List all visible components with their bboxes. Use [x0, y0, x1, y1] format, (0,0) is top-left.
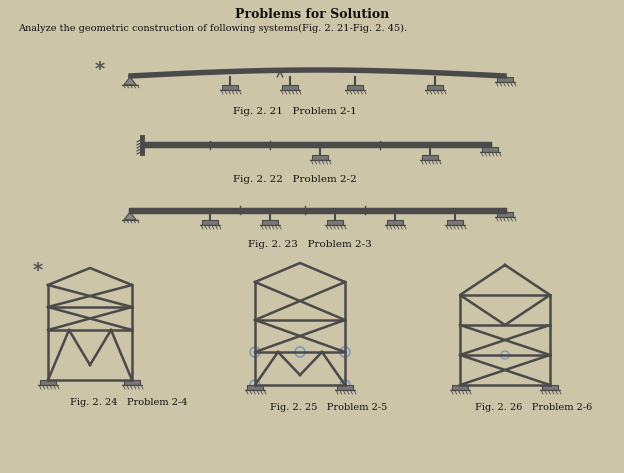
Bar [40, 380, 56, 385]
Bar [222, 85, 238, 90]
Bar [327, 220, 343, 225]
Bar [312, 155, 328, 160]
Text: Problems for Solution: Problems for Solution [235, 8, 389, 21]
Bar [347, 85, 363, 90]
Bar [262, 220, 278, 225]
Polygon shape [124, 212, 136, 220]
Bar [387, 220, 403, 225]
Text: Analyze the geometric construction of following systems(Fig. 2. 21-Fig. 2. 45).: Analyze the geometric construction of fo… [18, 24, 407, 33]
Bar [427, 85, 443, 90]
Bar [497, 212, 513, 217]
Bar [497, 77, 513, 82]
Bar [282, 85, 298, 90]
Text: Fig. 2. 26   Problem 2-6: Fig. 2. 26 Problem 2-6 [475, 403, 592, 412]
Bar [422, 155, 438, 160]
Bar [447, 220, 463, 225]
Text: Fig. 2. 23   Problem 2-3: Fig. 2. 23 Problem 2-3 [248, 240, 372, 249]
Bar [202, 220, 218, 225]
Bar [452, 385, 468, 390]
Text: *: * [95, 61, 105, 79]
Bar [124, 380, 140, 385]
Bar [337, 385, 353, 390]
Text: Fig. 2. 24   Problem 2-4: Fig. 2. 24 Problem 2-4 [70, 398, 187, 407]
Bar [482, 147, 498, 152]
Polygon shape [124, 77, 136, 85]
Text: *: * [33, 261, 43, 280]
Text: Fig. 2. 21   Problem 2-1: Fig. 2. 21 Problem 2-1 [233, 107, 357, 116]
Text: Fig. 2. 25   Problem 2-5: Fig. 2. 25 Problem 2-5 [270, 403, 388, 412]
Bar [542, 385, 558, 390]
Text: Fig. 2. 22   Problem 2-2: Fig. 2. 22 Problem 2-2 [233, 175, 357, 184]
Bar [247, 385, 263, 390]
